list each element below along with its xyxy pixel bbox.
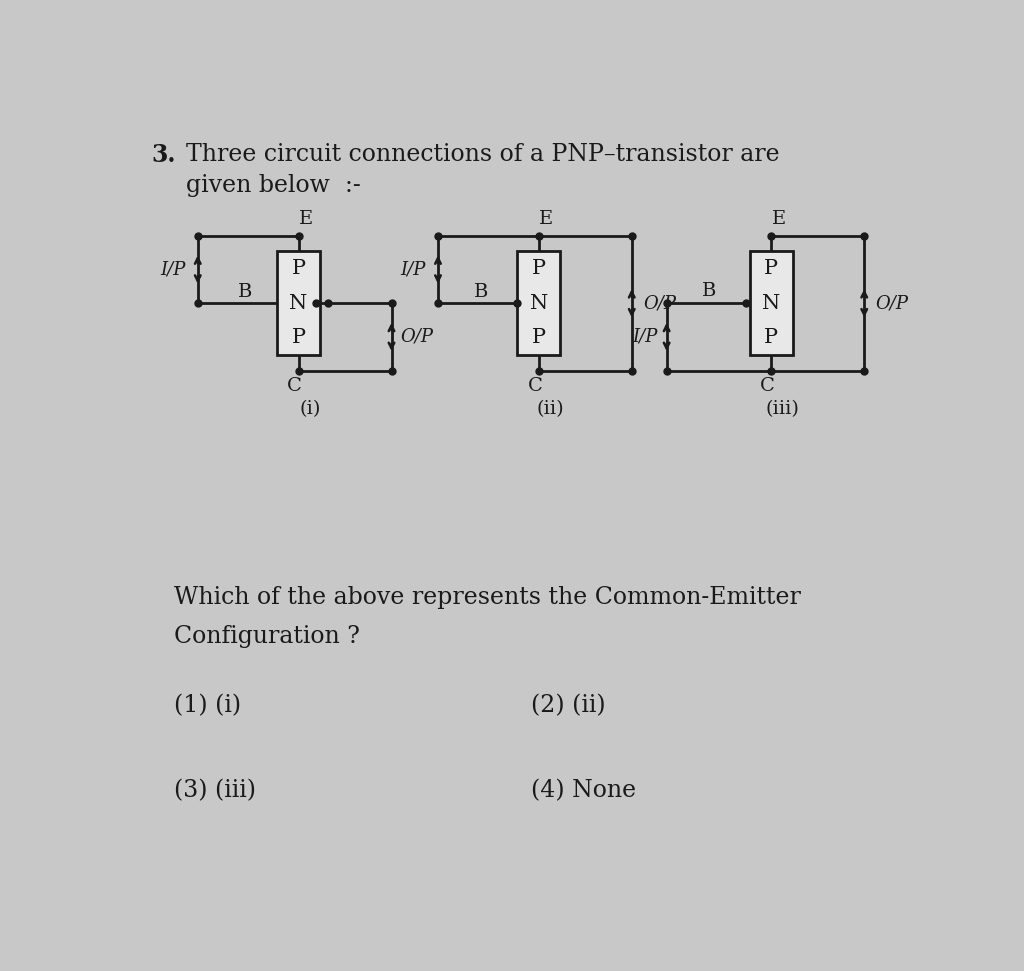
FancyBboxPatch shape bbox=[278, 251, 319, 355]
Text: given below  :-: given below :- bbox=[186, 174, 360, 197]
FancyBboxPatch shape bbox=[750, 251, 793, 355]
Text: P: P bbox=[292, 328, 305, 348]
Text: Configuration ?: Configuration ? bbox=[174, 624, 360, 648]
Text: I/P: I/P bbox=[400, 260, 426, 279]
Text: Three circuit connections of a PNP–transistor are: Three circuit connections of a PNP–trans… bbox=[186, 144, 779, 166]
Text: (ii): (ii) bbox=[537, 400, 564, 419]
Text: B: B bbox=[238, 283, 252, 301]
Text: (4) None: (4) None bbox=[531, 779, 636, 802]
Text: E: E bbox=[772, 210, 786, 228]
Text: N: N bbox=[529, 294, 548, 313]
Text: I/P: I/P bbox=[632, 328, 657, 346]
Text: P: P bbox=[531, 259, 546, 278]
Text: O/P: O/P bbox=[876, 294, 908, 313]
Text: N: N bbox=[762, 294, 780, 313]
Text: C: C bbox=[527, 377, 543, 395]
Text: (iii): (iii) bbox=[766, 400, 800, 419]
Text: B: B bbox=[474, 283, 488, 301]
Text: I/P: I/P bbox=[161, 260, 185, 279]
Text: O/P: O/P bbox=[399, 328, 433, 346]
Text: (2) (ii): (2) (ii) bbox=[531, 694, 605, 717]
Text: 3.: 3. bbox=[152, 144, 176, 167]
Text: (1) (i): (1) (i) bbox=[174, 694, 242, 717]
Text: N: N bbox=[290, 294, 307, 313]
Text: Which of the above represents the Common-Emitter: Which of the above represents the Common… bbox=[174, 586, 802, 609]
Text: O/P: O/P bbox=[643, 294, 676, 313]
Text: (3) (iii): (3) (iii) bbox=[174, 779, 256, 802]
Text: C: C bbox=[287, 377, 302, 395]
Text: E: E bbox=[299, 210, 313, 228]
FancyBboxPatch shape bbox=[517, 251, 560, 355]
Text: E: E bbox=[540, 210, 554, 228]
Text: P: P bbox=[292, 259, 305, 278]
Text: B: B bbox=[702, 282, 717, 300]
Text: P: P bbox=[764, 259, 778, 278]
Text: C: C bbox=[760, 377, 775, 395]
Text: P: P bbox=[764, 328, 778, 348]
Text: (i): (i) bbox=[299, 400, 321, 419]
Text: P: P bbox=[531, 328, 546, 348]
